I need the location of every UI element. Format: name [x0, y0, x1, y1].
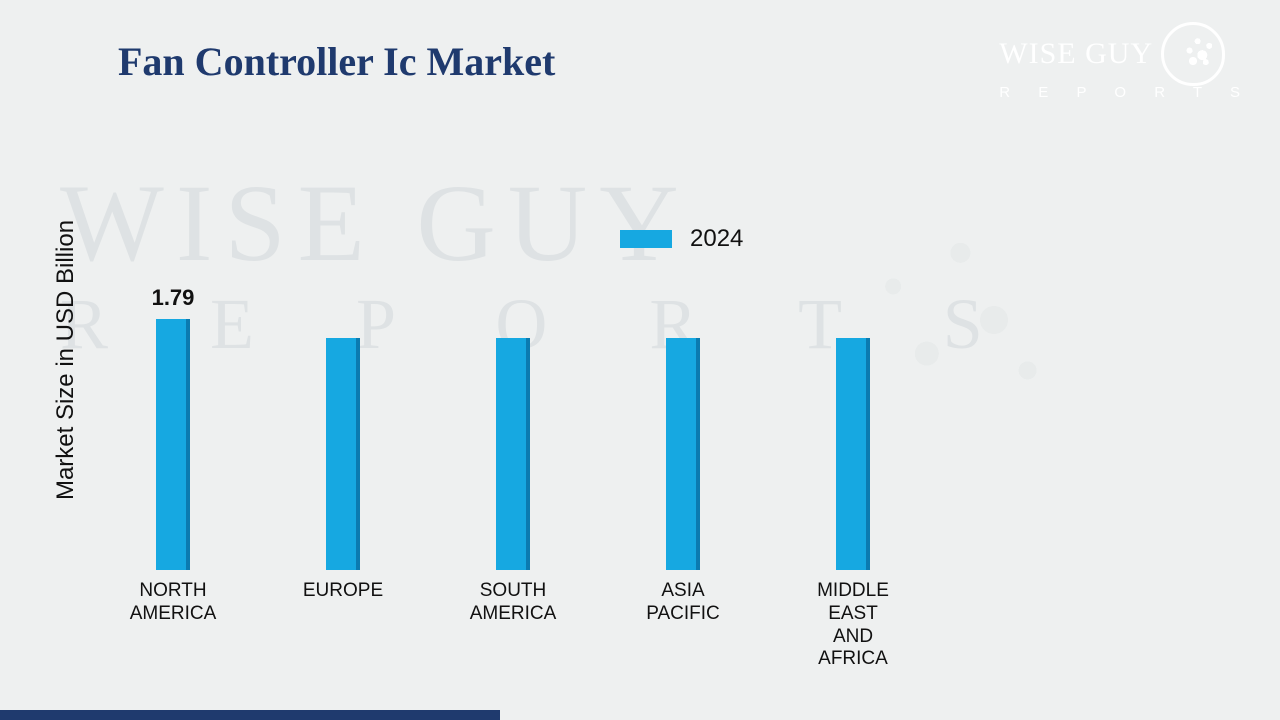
bar-category-label: SOUTH AMERICA [443, 580, 583, 626]
bar [836, 338, 870, 570]
right-panel [970, 0, 1280, 720]
y-axis-label: Market Size in USD Billion [52, 150, 80, 570]
chart-area: 2024 NORTH AMERICA1.79EUROPESOUTH AMERIC… [100, 150, 920, 570]
bar-slot: NORTH AMERICA1.79 [156, 150, 190, 570]
bar-slot: ASIA PACIFIC [666, 150, 700, 570]
bar-slot: EUROPE [326, 150, 360, 570]
bar-value-label: 1.79 [152, 285, 195, 311]
bar [326, 338, 360, 570]
bar-accent [356, 338, 360, 570]
bar-accent [526, 338, 530, 570]
brand-sub: R E P O R T S [999, 84, 1256, 101]
brand-logo: WISE GUY R E P O R T S [999, 22, 1256, 101]
bar-category-label: EUROPE [273, 580, 413, 603]
plot-area: NORTH AMERICA1.79 EUROPE SOUTH AMERICA ASIA… [100, 150, 920, 570]
bar-accent [866, 338, 870, 570]
bar [496, 338, 530, 570]
bar-slot: MIDDLE EAST AND AFRICA [836, 150, 870, 570]
bottom-accent-bar [0, 710, 500, 720]
bar-category-label: NORTH AMERICA [103, 580, 243, 626]
brand-head-icon [1161, 22, 1225, 86]
bar-accent [186, 319, 190, 570]
bar-accent [696, 338, 700, 570]
bar [156, 319, 190, 570]
chart-title: Fan Controller Ic Market [118, 38, 555, 85]
bar-category-label: MIDDLE EAST AND AFRICA [783, 580, 923, 671]
chart-canvas: WISE GUY R E P O R T S WISE GUY R E P O … [0, 0, 1280, 720]
bar-slot: SOUTH AMERICA [496, 150, 530, 570]
brand-main: WISE GUY [999, 37, 1153, 71]
bar [666, 338, 700, 570]
bar-category-label: ASIA PACIFIC [613, 580, 753, 626]
